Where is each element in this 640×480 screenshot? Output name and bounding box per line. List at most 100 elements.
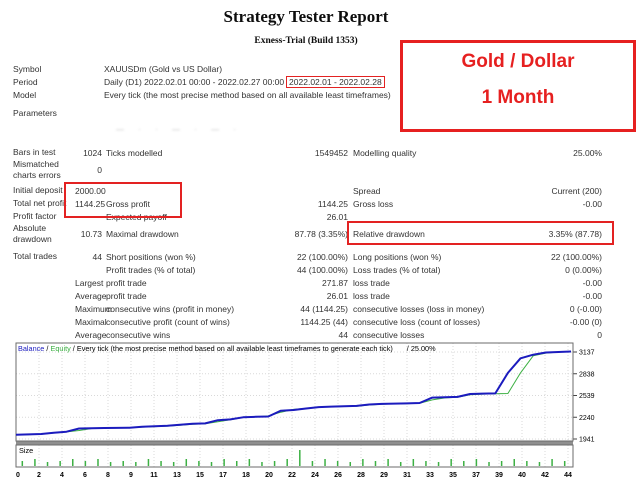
stats-row: Bars in test 1024 Ticks modelled 1549452 Mod… [0, 146, 602, 159]
page-title: Strategy Tester Report [223, 7, 389, 26]
stat-value: 26.01 [326, 290, 348, 301]
stats-group-modelling: Bars in test 1024 Ticks modelled 1549452 Mod… [0, 146, 602, 181]
stats-row: Mismatched charts errors 0 [0, 159, 602, 181]
period-highlight-box: 2022.02.01 - 2022.02.28 [286, 75, 385, 88]
highlight-box-deposit [64, 182, 182, 218]
svg-text:13: 13 [173, 472, 181, 479]
stat-value: 22 (100.00%) [296, 251, 348, 262]
stat-value: 44 [92, 251, 102, 262]
stats-row: Maximum consecutive wins (profit in money… [0, 302, 602, 315]
stat-value: 10.73 [80, 229, 102, 239]
svg-text:20: 20 [265, 472, 273, 479]
svg-text:39: 39 [495, 472, 503, 479]
balance-equity-chart: 0 2 4 6 8 9 11 13 15 17 18 20 22 24 26 28 29 31 33 35 37 39 40… [15, 342, 595, 479]
svg-text:9: 9 [129, 472, 133, 479]
symbol-value: XAUUSDm (Gold vs US Dollar) [104, 63, 223, 74]
stat-value: Average [75, 290, 107, 301]
svg-text:15: 15 [196, 472, 204, 479]
stat-value: 44 (1144.25) [300, 303, 348, 314]
svg-text:18: 18 [242, 472, 250, 479]
stat-label: consecutive wins [106, 329, 171, 340]
stat-label: Relative drawdown [353, 229, 425, 239]
stat-value: 26.01 [326, 211, 348, 222]
stats-row: Largest profit trade 271.87 loss trade -0.00 [0, 276, 602, 289]
svg-text:24: 24 [311, 472, 319, 479]
stat-label: consecutive losses [353, 329, 425, 340]
stat-label: consecutive losses (loss in money) [353, 303, 485, 314]
svg-text:1941: 1941 [579, 437, 595, 444]
stat-value: Largest [75, 277, 104, 288]
stat-label: Short positions (won %) [106, 251, 196, 262]
stat-label: Absolute drawdown [13, 223, 52, 244]
stat-label: loss trade [353, 290, 390, 301]
stats-row: Maximal consecutive profit (count of wins… [0, 315, 602, 328]
svg-text:22: 22 [288, 472, 296, 479]
period-row: Period Daily (D1) 2022.02.01 00:00 - 202… [0, 75, 602, 88]
report-subtitle: Exness-Trial (Build 1353) [254, 36, 358, 46]
svg-text:40: 40 [518, 472, 526, 479]
stat-label: Maximal drawdown [106, 229, 179, 239]
stat-value: -0.00 [582, 290, 602, 301]
parameters-label: Parameters [13, 108, 57, 118]
parameters-redacted-text: — · · — · — · [116, 125, 242, 134]
stat-value: Average [75, 329, 107, 340]
stat-value: 0 [97, 165, 102, 175]
stats-row: Initial deposit 2000.00 Spread Current (200… [0, 184, 602, 197]
stat-label: Profit trades (% of total) [106, 264, 196, 275]
stat-value: 44 (100.00%) [296, 264, 348, 275]
symbol-row: Symbol XAUUSDm (Gold vs US Dollar) [0, 62, 602, 75]
stat-value: 44 [338, 329, 348, 340]
svg-text:4: 4 [60, 472, 64, 479]
stat-value: 1024 [83, 147, 102, 158]
stats-row: Average consecutive wins 44 consecutive los… [0, 328, 602, 341]
stat-value: Maximal [75, 316, 107, 327]
svg-text:35: 35 [449, 472, 457, 479]
stat-label: profit trade [106, 277, 147, 288]
svg-text:2539: 2539 [579, 393, 595, 400]
stat-value: 0 (0.00%) [565, 264, 602, 275]
highlight-box-relative-drawdown [347, 221, 614, 245]
stat-value: 271.87 [322, 277, 348, 288]
symbol-label: Symbol [13, 63, 42, 74]
stats-group-trades: Total trades 44 Short positions (won %) 22 … [0, 250, 602, 341]
stat-value: Maximum [75, 303, 112, 314]
stat-label: profit trade [106, 290, 147, 301]
stat-label: consecutive wins (profit in money) [106, 303, 235, 314]
stat-label: Gross loss [353, 198, 394, 209]
stat-label: Total net profit [13, 198, 67, 208]
stat-value: Current (200) [551, 185, 602, 196]
stat-value: 25.00% [573, 147, 602, 158]
svg-text:3137: 3137 [579, 350, 595, 357]
report-info: Symbol XAUUSDm (Gold vs US Dollar) Perio… [0, 62, 602, 101]
stat-value: 1144.25 [317, 198, 348, 209]
stat-value: 1144.25 [75, 198, 106, 209]
stat-label: Mismatched charts errors [13, 159, 61, 180]
stat-label: Loss trades (% of total) [353, 264, 441, 275]
stat-value: 1144.25 (44) [300, 316, 348, 327]
stat-label: Modelling quality [353, 147, 417, 158]
stat-value: -0.00 [582, 198, 602, 209]
svg-text:28: 28 [357, 472, 365, 479]
stat-label: Long positions (won %) [353, 251, 442, 262]
svg-text:29: 29 [380, 472, 388, 479]
stat-value: 3.35% (87.78) [548, 229, 602, 239]
stat-label: consecutive loss (count of losses) [353, 316, 481, 327]
svg-text:2838: 2838 [579, 371, 595, 378]
stat-value: -0.00 [582, 277, 602, 288]
stats-row: Total net profit 1144.25 Gross profit 1144.… [0, 197, 602, 210]
svg-text:26: 26 [334, 472, 342, 479]
svg-text:17: 17 [219, 472, 227, 479]
annotation-duration-text: 1 Month [481, 87, 555, 108]
period-value: Daily (D1) 2022.02.01 00:00 - 2022.02.27… [104, 76, 285, 87]
stats-row: Absolute drawdown 10.73 Maximal drawdown 87… [0, 223, 602, 245]
stat-label: Profit factor [13, 211, 57, 221]
svg-text:31: 31 [403, 472, 411, 479]
stats-row: Profit trades (% of total) 44 (100.00%) Lo… [0, 263, 602, 276]
svg-text:Size: Size [19, 446, 33, 455]
period-label: Period [13, 76, 38, 87]
annotation-box: Gold / Dollar 1 Month [400, 40, 636, 132]
svg-text:44: 44 [564, 472, 572, 479]
stats-row: Total trades 44 Short positions (won %) 22 … [0, 250, 602, 263]
stat-label: Gross profit [106, 198, 150, 209]
